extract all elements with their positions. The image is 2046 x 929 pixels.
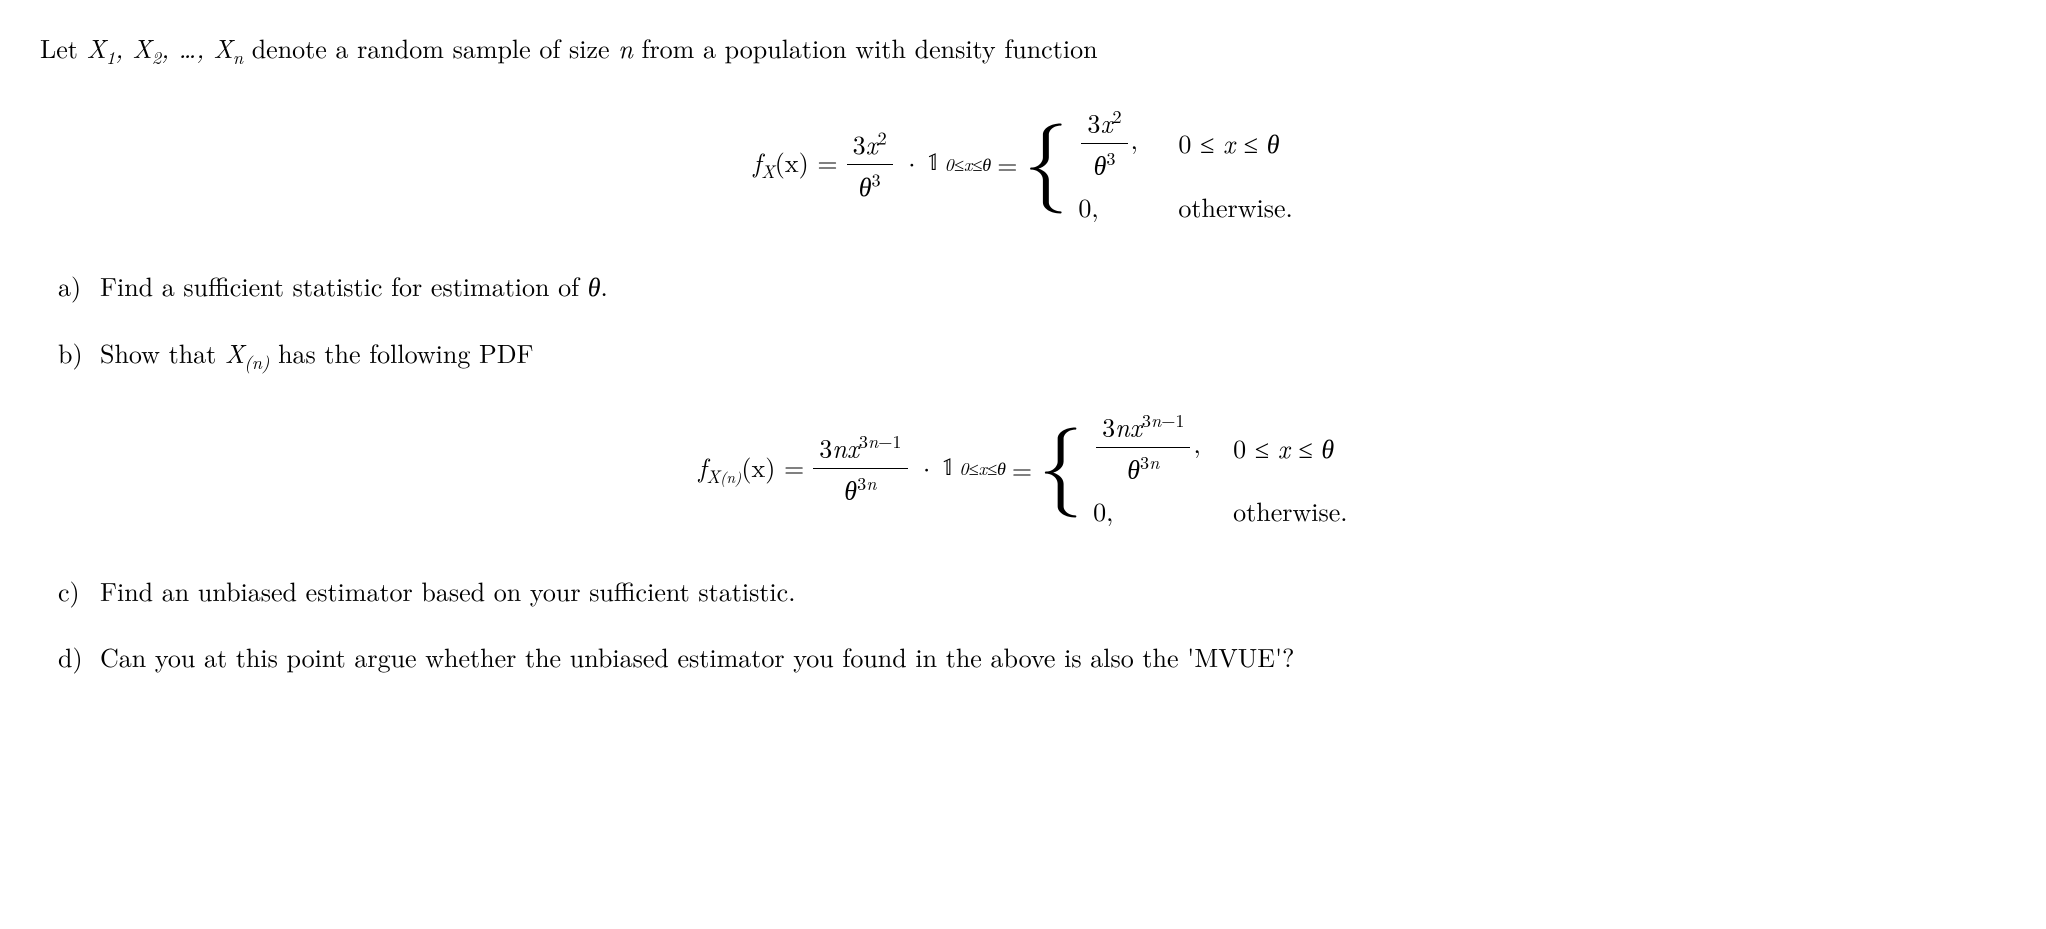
eq1-den: θ3 xyxy=(859,167,881,204)
part-d-text: Can you at this point argue whether the … xyxy=(100,638,1294,675)
part-c-label: c) xyxy=(58,573,80,609)
eq2-lhs: fX(n)(x) = xyxy=(699,449,805,490)
part-d-label: d) xyxy=(58,639,83,675)
eq2-indicator-sub: 0≤x≤θ xyxy=(959,456,1006,481)
eq1-equals: = xyxy=(997,146,1017,182)
intro-vars: X1, X2, …, Xn xyxy=(87,29,243,66)
eq1-lhs: fX(x) = xyxy=(753,144,837,185)
equation-density: fX(x) = 3x2 θ3 · 𝟙0≤x≤θ = { 3x2 θ3 , 0 ≤… xyxy=(40,101,2006,228)
eq2-case1-cond: 0 ≤ x ≤ θ xyxy=(1233,430,1334,466)
eq1-sub: X xyxy=(761,159,775,184)
part-a-theta: θ xyxy=(588,267,601,304)
eq1-case2-val: 0, xyxy=(1078,189,1158,225)
eq2-indicator: 𝟙 xyxy=(943,451,954,487)
part-b-text-post: has the following PDF xyxy=(269,334,533,371)
eq2-dot: · xyxy=(917,451,937,487)
part-b: b) Show that X(n) has the following PDF xyxy=(40,335,2006,376)
eq1-brace: { xyxy=(1023,140,1068,190)
part-a-text-post: . xyxy=(601,267,608,304)
eq1-indicator: 𝟙 xyxy=(928,146,939,182)
eq2-case2-cond: otherwise. xyxy=(1233,493,1347,529)
eq2-brace: { xyxy=(1038,444,1083,494)
eq1-indicator-sub: 0≤x≤θ xyxy=(945,152,992,177)
intro-prefix: Let xyxy=(40,29,87,66)
part-b-label: b) xyxy=(58,335,83,371)
eq1-case1-cond: 0 ≤ x ≤ θ xyxy=(1178,125,1279,161)
part-c-text: Find an unbiased estimator based on your… xyxy=(100,572,795,609)
eq1-case2-cond: otherwise. xyxy=(1178,189,1292,225)
part-a-text-pre: Find a sufficient statistic for estimati… xyxy=(100,267,588,304)
eq1-case1-frac: 3x2 θ3 xyxy=(1081,104,1127,183)
eq2-sub: X(n) xyxy=(707,464,742,489)
eq2-equals: = xyxy=(1012,451,1032,487)
part-d: d) Can you at this point argue whether t… xyxy=(40,639,2006,675)
eq2-fn: f xyxy=(699,448,707,485)
eq1-case1-comma: , xyxy=(1131,120,1138,157)
eq1-num: 3x2 xyxy=(853,125,887,162)
part-b-text-pre: Show that xyxy=(100,334,225,371)
eq2-frac: 3nx3n−1 θ3n xyxy=(813,429,907,508)
part-b-xn-sub: (n) xyxy=(244,350,269,375)
eq2-sub2: (n) xyxy=(720,467,741,488)
eq2-case1-comma: , xyxy=(1193,424,1200,461)
eq2-case1-frac: 3nx3n−1 θ3n xyxy=(1096,408,1190,487)
eq2-case2-val: 0, xyxy=(1093,493,1213,529)
eq2-cases: 3nx3n−1 θ3n , 0 ≤ x ≤ θ 0, otherwise. xyxy=(1093,405,1347,532)
part-c: c) Find an unbiased estimator based on y… xyxy=(40,573,2006,609)
intro-n: n xyxy=(618,29,633,66)
equation-max-pdf: fX(n)(x) = 3nx3n−1 θ3n · 𝟙0≤x≤θ = { 3nx3… xyxy=(40,405,2006,532)
eq1-arg: (x) = xyxy=(775,143,838,180)
part-a: a) Find a sufficient statistic for estim… xyxy=(40,268,2006,304)
eq1-cases: 3x2 θ3 , 0 ≤ x ≤ θ 0, otherwise. xyxy=(1078,101,1292,228)
eq2-arg: (x) = xyxy=(741,448,804,485)
eq1-dot: · xyxy=(902,146,922,182)
intro-paragraph: Let X1, X2, …, Xn denote a random sample… xyxy=(40,30,2006,71)
intro-middle: denote a random sample of size xyxy=(243,29,618,66)
part-a-label: a) xyxy=(58,268,81,304)
part-b-xn: X xyxy=(225,334,244,371)
eq2-sub1: X xyxy=(707,464,721,489)
eq1-frac: 3x2 θ3 xyxy=(847,125,893,204)
intro-suffix: from a population with density function xyxy=(633,29,1098,66)
